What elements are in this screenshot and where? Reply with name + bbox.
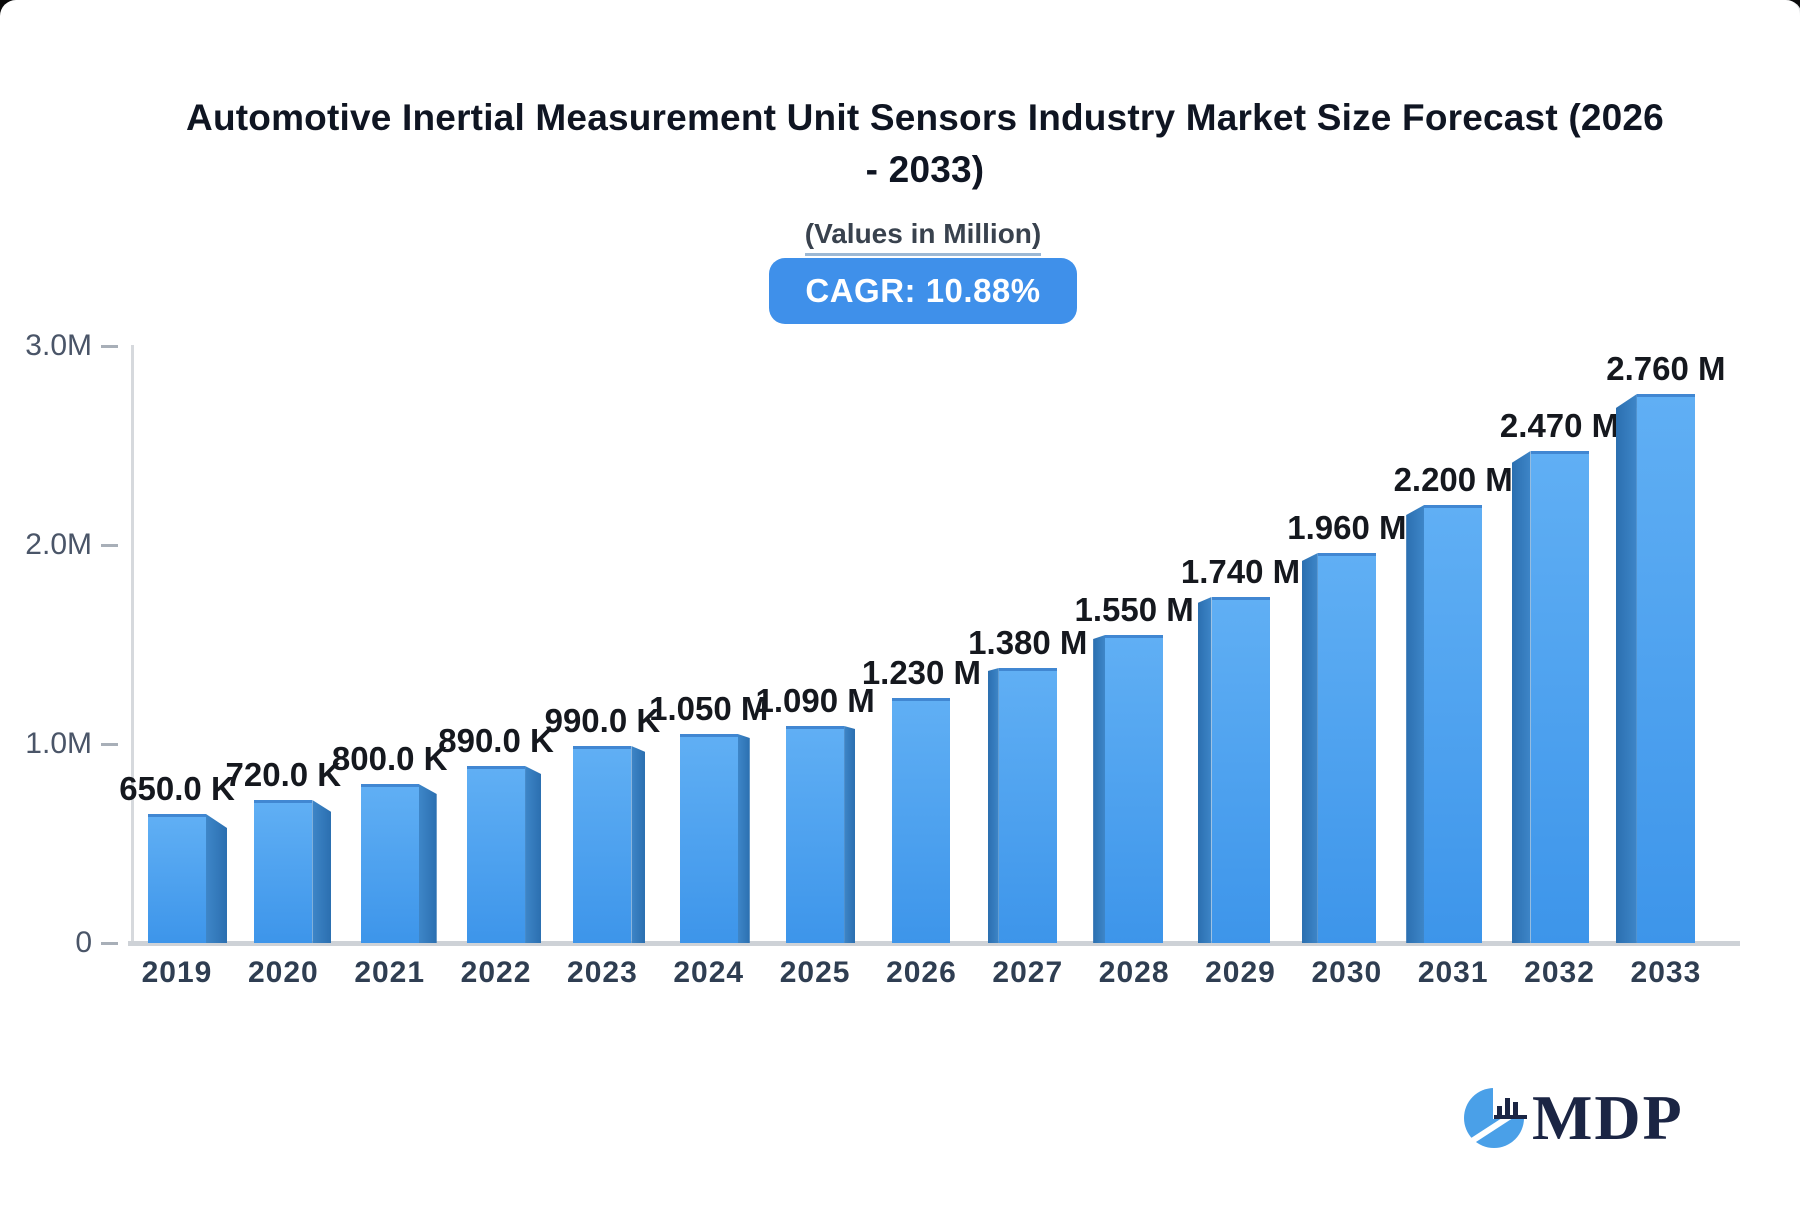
x-axis-label: 2025 <box>779 956 851 989</box>
bar-value-label: 1.050 M <box>649 690 769 727</box>
bar-2019[interactable] <box>148 814 206 943</box>
chart-title-line-1: Automotive Inertial Measurement Unit Sen… <box>186 97 1664 138</box>
bar-value-label: 2.200 M <box>1393 461 1513 498</box>
bar-2025[interactable] <box>786 726 845 943</box>
bar-2026[interactable] <box>892 698 951 943</box>
x-axis-label: 2033 <box>1630 956 1702 989</box>
x-axis-label: 2031 <box>1417 956 1489 989</box>
bar-3d-side[interactable] <box>987 668 999 943</box>
bar-3d-side[interactable] <box>1615 394 1637 943</box>
bar-3d-side[interactable] <box>525 766 542 943</box>
bar-2024[interactable] <box>679 734 738 943</box>
y-axis-label: 3.0M <box>25 329 92 362</box>
x-axis-baseline <box>128 941 1740 946</box>
bar-value-label: 1.230 M <box>861 654 982 691</box>
bar-value-label: 1.550 M <box>1074 591 1194 628</box>
y-axis-tick <box>101 345 118 348</box>
y-axis-label: 1.0M <box>25 727 92 760</box>
bar-value-label: 2.760 M <box>1606 350 1726 387</box>
x-axis-label: 2021 <box>354 956 426 989</box>
x-axis-label: 2032 <box>1524 956 1595 989</box>
bar-value-label: 800.0 K <box>331 740 448 777</box>
x-axis-label: 2023 <box>567 956 638 989</box>
bar-3d-side[interactable] <box>631 746 646 943</box>
x-axis-label: 2022 <box>460 956 532 989</box>
y-axis-tick <box>101 544 118 547</box>
bar-3d-side[interactable] <box>312 800 332 943</box>
bar-value-label: 650.0 K <box>119 770 235 807</box>
x-axis-label: 2030 <box>1311 956 1383 989</box>
bar-3d-side[interactable] <box>737 734 750 943</box>
bar-2028[interactable] <box>1105 635 1164 943</box>
bar-2030[interactable] <box>1317 553 1376 943</box>
bar-2023[interactable] <box>573 746 632 943</box>
cagr-badge: CAGR: 10.88% <box>769 258 1077 324</box>
bar-value-label: 990.0 K <box>544 702 661 739</box>
mdp-logo: MDP <box>1456 1082 1684 1153</box>
bar-value-label: 2.470 M <box>1499 407 1620 444</box>
bar-3d-side[interactable] <box>1511 451 1531 943</box>
bar-2031[interactable] <box>1424 505 1483 943</box>
mdp-logo-bar-chart-icon <box>1493 1085 1527 1119</box>
bar-2032[interactable] <box>1530 451 1589 943</box>
bar-2022[interactable] <box>467 766 526 943</box>
bar-3d-side[interactable] <box>1093 635 1106 943</box>
bar-value-label: 720.0 K <box>225 756 342 793</box>
bar-3d-side[interactable] <box>1301 553 1318 943</box>
y-axis-label: 2.0M <box>25 528 92 561</box>
x-axis-label: 2026 <box>886 956 957 989</box>
x-axis-label: 2028 <box>1098 956 1170 989</box>
bar-3d-side[interactable] <box>1197 597 1212 943</box>
chart-title-line-2: - 2033) <box>865 149 985 190</box>
x-axis-label: 2019 <box>141 956 213 989</box>
bar-value-label: 1.090 M <box>755 682 875 719</box>
y-axis-line <box>131 345 134 945</box>
chart-title: Automotive Inertial Measurement Unit Sen… <box>105 92 1745 196</box>
mdp-logo-pie-chart-icon <box>1456 1085 1528 1153</box>
bar-value-label: 1.380 M <box>968 624 1088 661</box>
bar-3d-side[interactable] <box>844 726 856 943</box>
y-axis-tick <box>101 942 118 945</box>
bar-2029[interactable] <box>1211 597 1270 943</box>
bar-value-label: 890.0 K <box>438 722 554 759</box>
bar-3d-side[interactable] <box>1406 505 1425 943</box>
bar-2033[interactable] <box>1636 394 1695 943</box>
y-axis-tick <box>101 743 118 746</box>
bar-value-label: 1.960 M <box>1287 509 1407 546</box>
bar-3d-side[interactable] <box>206 814 227 943</box>
x-axis-label: 2024 <box>673 956 745 989</box>
bar-value-label: 1.740 M <box>1180 553 1301 590</box>
x-axis-label: 2020 <box>247 956 319 989</box>
bar-3d-side[interactable] <box>418 784 437 943</box>
mdp-logo-text: MDP <box>1532 1082 1684 1153</box>
bar-2021[interactable] <box>360 784 419 943</box>
x-axis-label: 2029 <box>1205 956 1276 989</box>
bar-2027[interactable] <box>998 668 1057 943</box>
bar-2020[interactable] <box>254 800 313 943</box>
x-axis-label: 2027 <box>992 956 1064 989</box>
chart-subtitle: (Values in Million) <box>804 218 1042 256</box>
y-axis-label: 0 <box>75 926 92 959</box>
